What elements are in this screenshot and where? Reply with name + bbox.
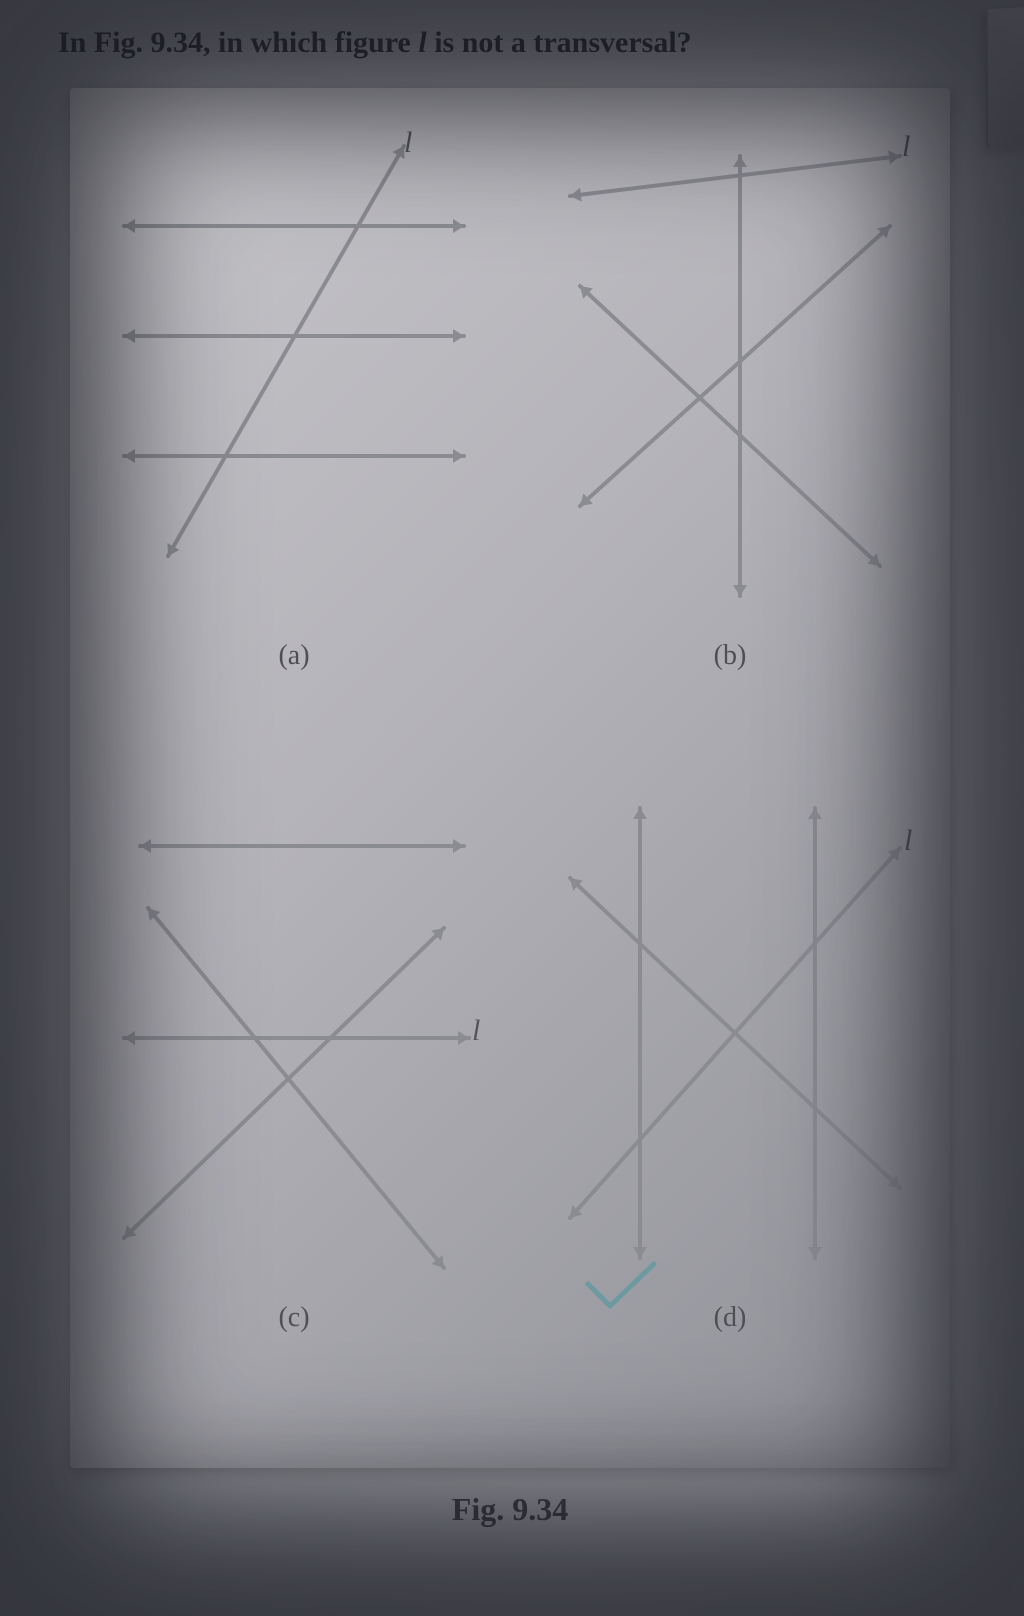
caption-a: (a) — [278, 640, 309, 672]
q-mid: , in which figure — [203, 26, 418, 59]
page-corner-fold — [986, 7, 1024, 149]
caption-b: (b) — [714, 640, 747, 672]
figure-box: l (a) l (b) l (c) l (d) Fig. 9.34 — [70, 88, 950, 1468]
q-fignum: 9.34 — [151, 26, 204, 59]
diagram-c — [104, 788, 484, 1328]
line-label-c: l — [472, 1014, 480, 1048]
q-prefix: In Fig. — [58, 26, 151, 59]
q-suffix: is not a transversal? — [427, 26, 692, 59]
question-text: In Fig. 9.34, in which figure l is not a… — [58, 26, 692, 60]
diagram-b — [540, 126, 920, 666]
line-label-a: l — [404, 126, 412, 160]
diagram-d — [540, 788, 920, 1328]
q-var: l — [418, 26, 426, 59]
page: In Fig. 9.34, in which figure l is not a… — [0, 0, 1024, 1616]
line-label-d: l — [904, 824, 912, 858]
caption-c: (c) — [278, 1302, 309, 1334]
panel-d: l (d) — [540, 788, 920, 1328]
line-label-b: l — [902, 130, 910, 164]
panel-b: l (b) — [540, 126, 920, 666]
diagram-a — [104, 126, 484, 666]
caption-d: (d) — [714, 1302, 747, 1334]
panel-c: l (c) — [104, 788, 484, 1328]
figure-main-label: Fig. 9.34 — [452, 1491, 568, 1528]
panel-a: l (a) — [104, 126, 484, 666]
